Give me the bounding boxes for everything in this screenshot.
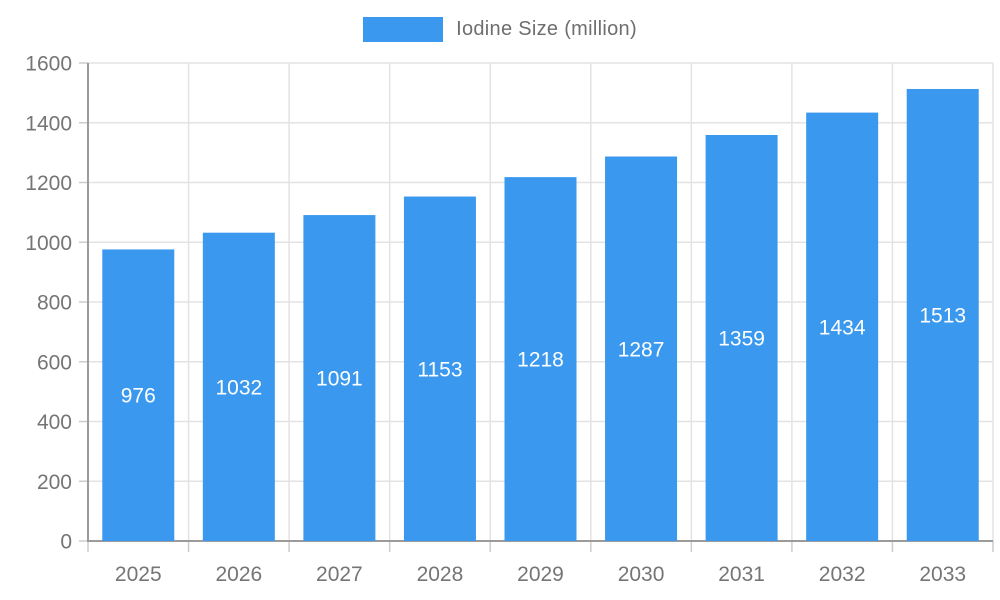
bar[interactable] [202, 232, 275, 541]
bar[interactable] [102, 249, 175, 542]
bar-value-label: 1434 [819, 316, 866, 339]
x-axis-category-label: 2028 [417, 563, 464, 586]
y-axis-tick-label: 400 [37, 411, 72, 434]
bar[interactable] [303, 215, 376, 541]
bar-value-label: 1091 [316, 368, 363, 391]
x-axis-category-label: 2030 [618, 563, 665, 586]
bar[interactable] [504, 177, 577, 541]
bar-value-label: 976 [121, 385, 156, 408]
bar-value-label: 1513 [919, 304, 966, 327]
bar[interactable] [906, 88, 979, 542]
legend-item[interactable]: Iodine Size (million) [0, 17, 1000, 42]
x-axis-category-label: 2027 [316, 563, 363, 586]
y-axis-tick-label: 600 [37, 351, 72, 374]
bar-value-label: 1032 [215, 376, 262, 399]
bar-value-label: 1359 [718, 327, 765, 350]
x-axis-category-label: 2025 [115, 563, 162, 586]
legend-label: Iodine Size (million) [456, 18, 637, 40]
y-axis-tick-label: 800 [37, 292, 72, 315]
bar-value-label: 1218 [517, 349, 564, 372]
bar-value-label: 1153 [417, 358, 462, 381]
x-axis-category-label: 2031 [718, 563, 765, 586]
x-axis-category-label: 2032 [819, 563, 866, 586]
x-axis-category-label: 2029 [517, 563, 564, 586]
x-axis-category-label: 2033 [919, 563, 966, 586]
x-axis-category-label: 2026 [215, 563, 262, 586]
y-axis-tick-label: 1600 [25, 53, 72, 76]
y-axis-tick-label: 0 [60, 531, 72, 554]
legend-swatch [363, 17, 444, 42]
y-axis-tick-label: 1200 [25, 172, 72, 195]
y-axis-tick-label: 200 [37, 471, 72, 494]
bar[interactable] [806, 112, 879, 541]
y-axis-tick-label: 1400 [25, 112, 72, 135]
bar[interactable] [403, 196, 476, 541]
bar[interactable] [705, 134, 778, 541]
bar-value-label: 1287 [618, 338, 665, 361]
y-axis-tick-label: 1000 [25, 232, 72, 255]
bar[interactable] [605, 156, 678, 542]
